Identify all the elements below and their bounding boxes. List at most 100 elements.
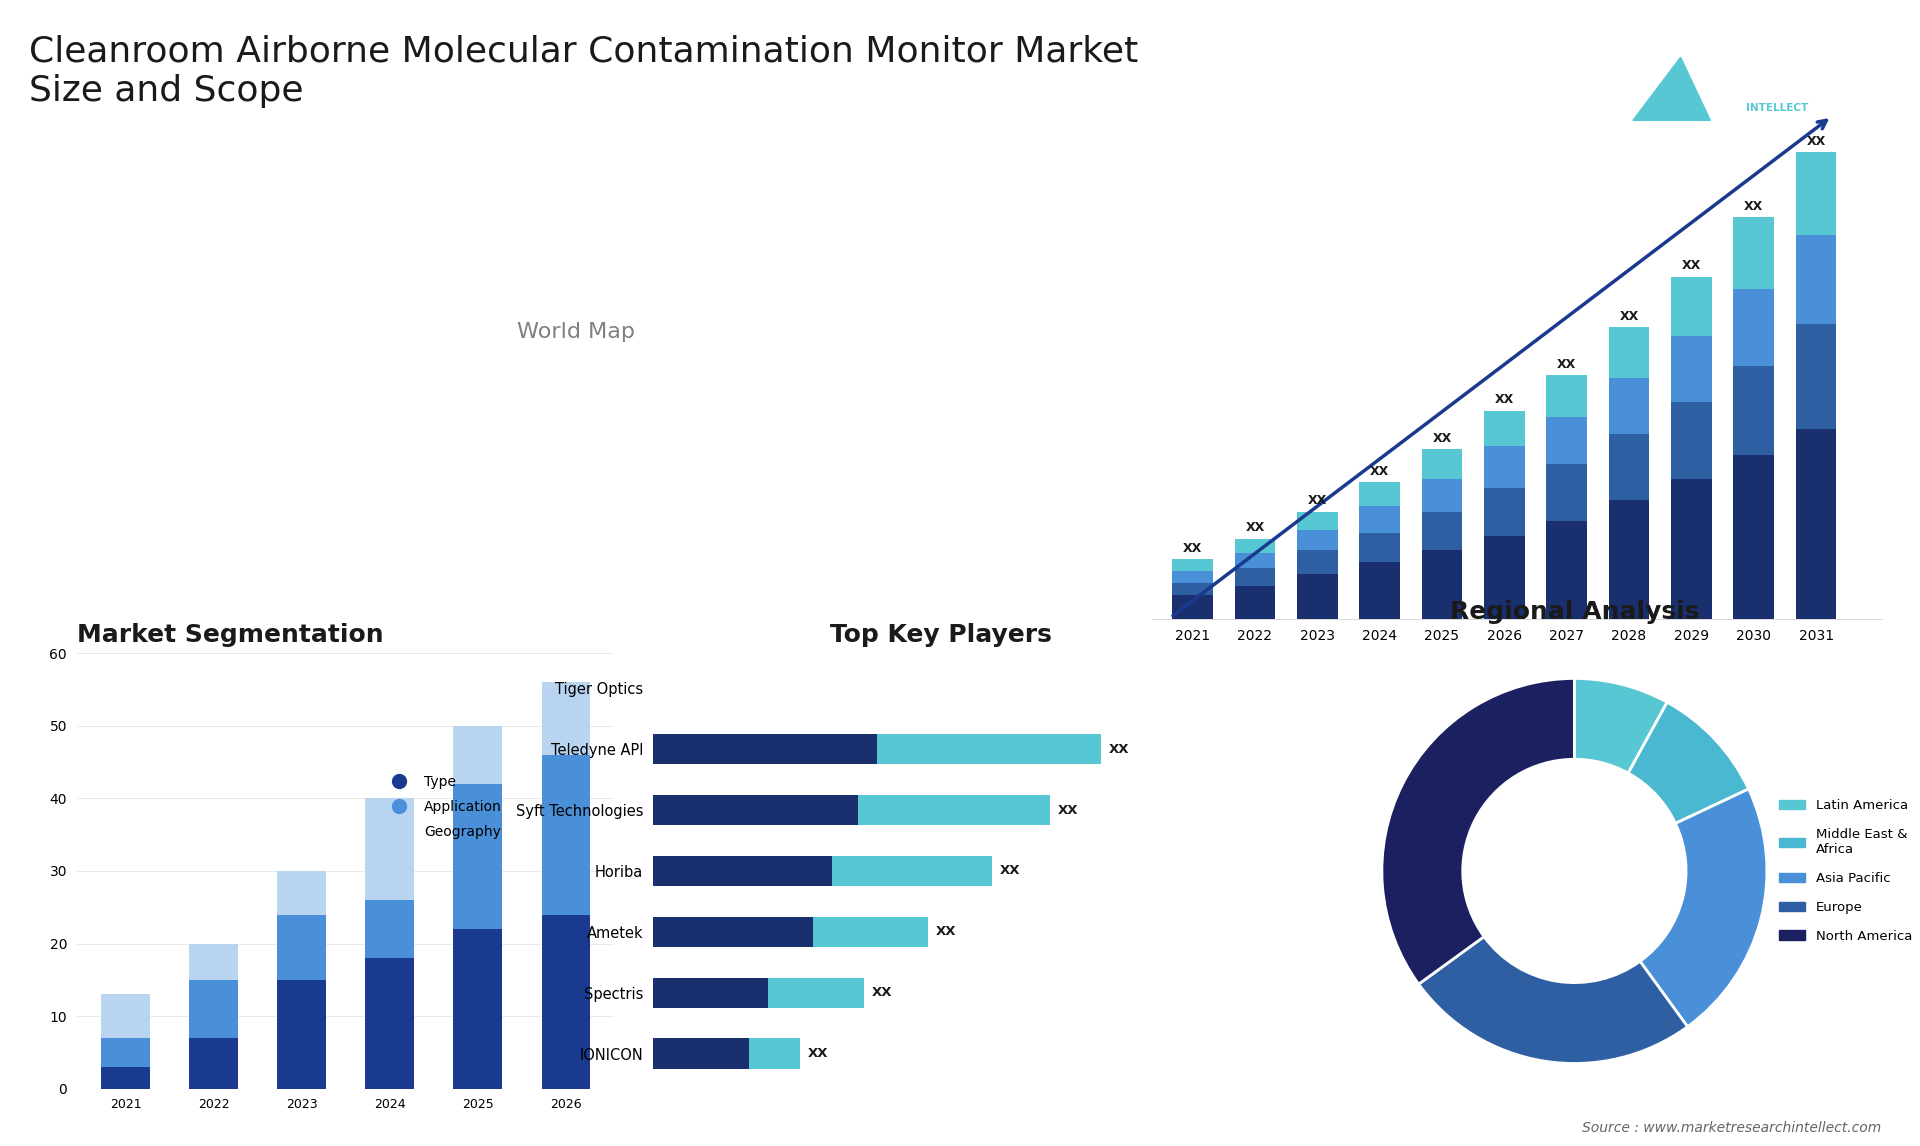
Bar [276, 980, 326, 1089]
Bar [877, 733, 1100, 764]
Bar [1670, 337, 1711, 402]
Bar [1670, 479, 1711, 619]
Text: XX: XX [1058, 803, 1077, 817]
Text: Market Segmentation: Market Segmentation [77, 623, 384, 647]
Bar [365, 958, 415, 1089]
Bar [1173, 583, 1213, 595]
Bar [1359, 505, 1400, 533]
Text: XX: XX [1557, 358, 1576, 370]
Wedge shape [1382, 678, 1574, 984]
Text: Source : www.marketresearchintellect.com: Source : www.marketresearchintellect.com [1582, 1121, 1882, 1135]
Title: Regional Analysis: Regional Analysis [1450, 601, 1699, 625]
Bar [1298, 574, 1338, 619]
Bar [653, 795, 858, 825]
Bar [453, 725, 501, 784]
Bar [1173, 571, 1213, 583]
Text: XX: XX [1619, 309, 1638, 323]
Bar [276, 871, 326, 915]
Bar [453, 784, 501, 929]
Bar [812, 917, 927, 947]
Wedge shape [1640, 788, 1766, 1027]
Bar [1173, 559, 1213, 571]
Bar [1484, 488, 1524, 535]
Text: MARKET: MARKET [1745, 48, 1795, 57]
Bar [1734, 289, 1774, 366]
Bar [1235, 568, 1275, 586]
Polygon shape [1615, 40, 1668, 120]
Text: Cleanroom Airborne Molecular Contamination Monitor Market
Size and Scope: Cleanroom Airborne Molecular Contaminati… [29, 34, 1139, 108]
Bar [190, 1038, 238, 1089]
Polygon shape [1668, 40, 1716, 120]
Bar [1298, 529, 1338, 550]
Bar [1235, 554, 1275, 568]
Bar [653, 733, 877, 764]
Text: XX: XX [1108, 743, 1129, 755]
Text: XX: XX [808, 1047, 828, 1060]
Bar [1609, 328, 1649, 378]
Bar [1484, 447, 1524, 488]
Text: XX: XX [1183, 542, 1202, 555]
Bar [102, 1067, 150, 1089]
Bar [1298, 550, 1338, 574]
Bar [365, 900, 415, 958]
Bar [1546, 375, 1588, 417]
Bar [102, 995, 150, 1038]
Bar [1546, 520, 1588, 619]
Bar [1609, 500, 1649, 619]
Bar [1795, 429, 1836, 619]
Bar [653, 978, 768, 1008]
Bar [1546, 464, 1588, 520]
Bar [453, 929, 501, 1089]
Bar [1795, 152, 1836, 235]
Bar [1298, 512, 1338, 529]
Bar [1670, 402, 1711, 479]
Bar [1421, 479, 1463, 512]
Text: XX: XX [1743, 199, 1763, 213]
Text: XX: XX [1000, 864, 1020, 878]
Bar [1609, 434, 1649, 500]
Bar [1734, 218, 1774, 289]
Bar [1173, 595, 1213, 619]
Bar [768, 978, 864, 1008]
Bar [1359, 482, 1400, 505]
Bar [1235, 586, 1275, 619]
Legend: Latin America, Middle East &
Africa, Asia Pacific, Europe, North America: Latin America, Middle East & Africa, Asi… [1774, 794, 1918, 948]
Text: XX: XX [1494, 393, 1515, 406]
Bar [1484, 535, 1524, 619]
Text: XX: XX [1682, 259, 1701, 273]
Bar [1421, 512, 1463, 550]
Polygon shape [1632, 57, 1711, 120]
Text: XX: XX [1807, 134, 1826, 148]
Text: RESEARCH: RESEARCH [1745, 76, 1809, 85]
Bar [365, 799, 415, 900]
Bar [1795, 235, 1836, 324]
Wedge shape [1419, 936, 1688, 1063]
Text: INTELLECT: INTELLECT [1745, 103, 1809, 112]
Legend: Type, Application, Geography: Type, Application, Geography [380, 769, 507, 845]
Wedge shape [1628, 702, 1749, 824]
Bar [653, 917, 812, 947]
Bar [102, 1038, 150, 1067]
Text: World Map: World Map [516, 322, 636, 343]
Bar [1795, 324, 1836, 429]
Bar [653, 1038, 749, 1069]
Bar [1546, 417, 1588, 464]
Text: XX: XX [935, 925, 956, 939]
Bar [541, 915, 589, 1089]
Bar [1734, 455, 1774, 619]
Title: Top Key Players: Top Key Players [829, 623, 1052, 647]
Text: XX: XX [872, 987, 893, 999]
Bar [190, 943, 238, 980]
Bar [1484, 410, 1524, 447]
Bar [541, 755, 589, 915]
Text: XX: XX [1371, 464, 1390, 478]
Bar [1670, 277, 1711, 337]
Bar [541, 682, 589, 755]
Bar [1609, 378, 1649, 434]
Bar [653, 856, 831, 886]
Bar [190, 980, 238, 1038]
Text: XX: XX [1308, 494, 1327, 508]
Bar [749, 1038, 801, 1069]
Bar [1734, 366, 1774, 455]
Text: XX: XX [1246, 521, 1265, 534]
